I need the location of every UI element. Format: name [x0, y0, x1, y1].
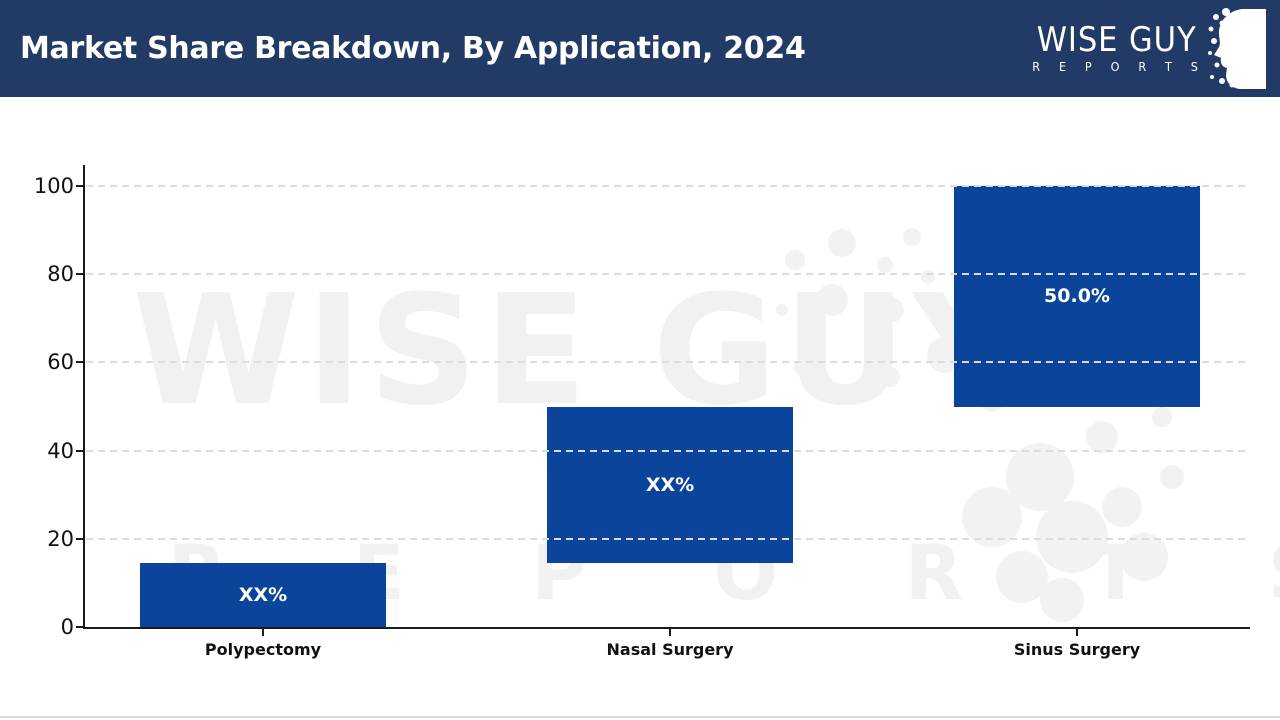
- wiseguy-logo-text: WISE GUY R E P O R T S: [1028, 20, 1206, 74]
- logo-reports-label: R E P O R T S: [1032, 58, 1206, 74]
- logo-wiseguy-label: WISE GUY: [1037, 20, 1197, 61]
- page-title: Market Share Breakdown, By Application, …: [20, 31, 806, 66]
- y-tick-0: [76, 626, 84, 628]
- x-category-label: Sinus Surgery: [1013, 640, 1141, 659]
- y-tick-label-80: 80: [47, 262, 74, 287]
- y-axis-line: [83, 165, 85, 629]
- bar-polypectomy: [140, 563, 386, 627]
- gridline-80: [86, 273, 1250, 276]
- y-tick-40: [76, 449, 84, 452]
- y-tick-20: [76, 537, 84, 540]
- y-tick-label-20: 20: [47, 526, 74, 551]
- bar-value-label: XX%: [238, 584, 288, 607]
- y-tick-80: [76, 273, 84, 276]
- x-category-label: Nasal Surgery: [606, 640, 734, 659]
- x-axis-line: [83, 627, 1250, 629]
- wiseguy-face-icon: [1208, 8, 1266, 89]
- y-tick-label-40: 40: [47, 438, 74, 463]
- plot-area: XX% XX% 50.0% 0 20 40 60 80 100 Polypectomy Nasal …: [0, 97, 1280, 717]
- y-tick-label-100: 100: [33, 174, 74, 198]
- y-tick-label-0: 0: [60, 615, 74, 639]
- gridline-100: [86, 185, 1250, 187]
- y-tick-100: [76, 185, 84, 187]
- bar-sinus-surgery: [954, 186, 1200, 407]
- y-tick-60: [76, 361, 84, 364]
- gridline-60: [86, 361, 1250, 364]
- bar-value-label: 50.0%: [1044, 285, 1110, 308]
- header-bar: Market Share Breakdown, By Application, …: [0, 0, 1280, 97]
- wiseguy-logo: WISE GUY R E P O R T S: [1008, 7, 1266, 89]
- x-tick-2: [669, 629, 671, 636]
- x-tick-3: [1076, 629, 1078, 636]
- gridline-40: [86, 449, 1250, 452]
- y-tick-label-60: 60: [47, 350, 74, 375]
- bar-nasal-surgery: [547, 406, 793, 564]
- bar-value-label: XX%: [645, 473, 695, 496]
- gridline-20: [86, 537, 1250, 540]
- x-tick-1: [262, 629, 264, 636]
- x-category-label: Polypectomy: [204, 640, 322, 659]
- bottom-border-line: [0, 716, 1280, 718]
